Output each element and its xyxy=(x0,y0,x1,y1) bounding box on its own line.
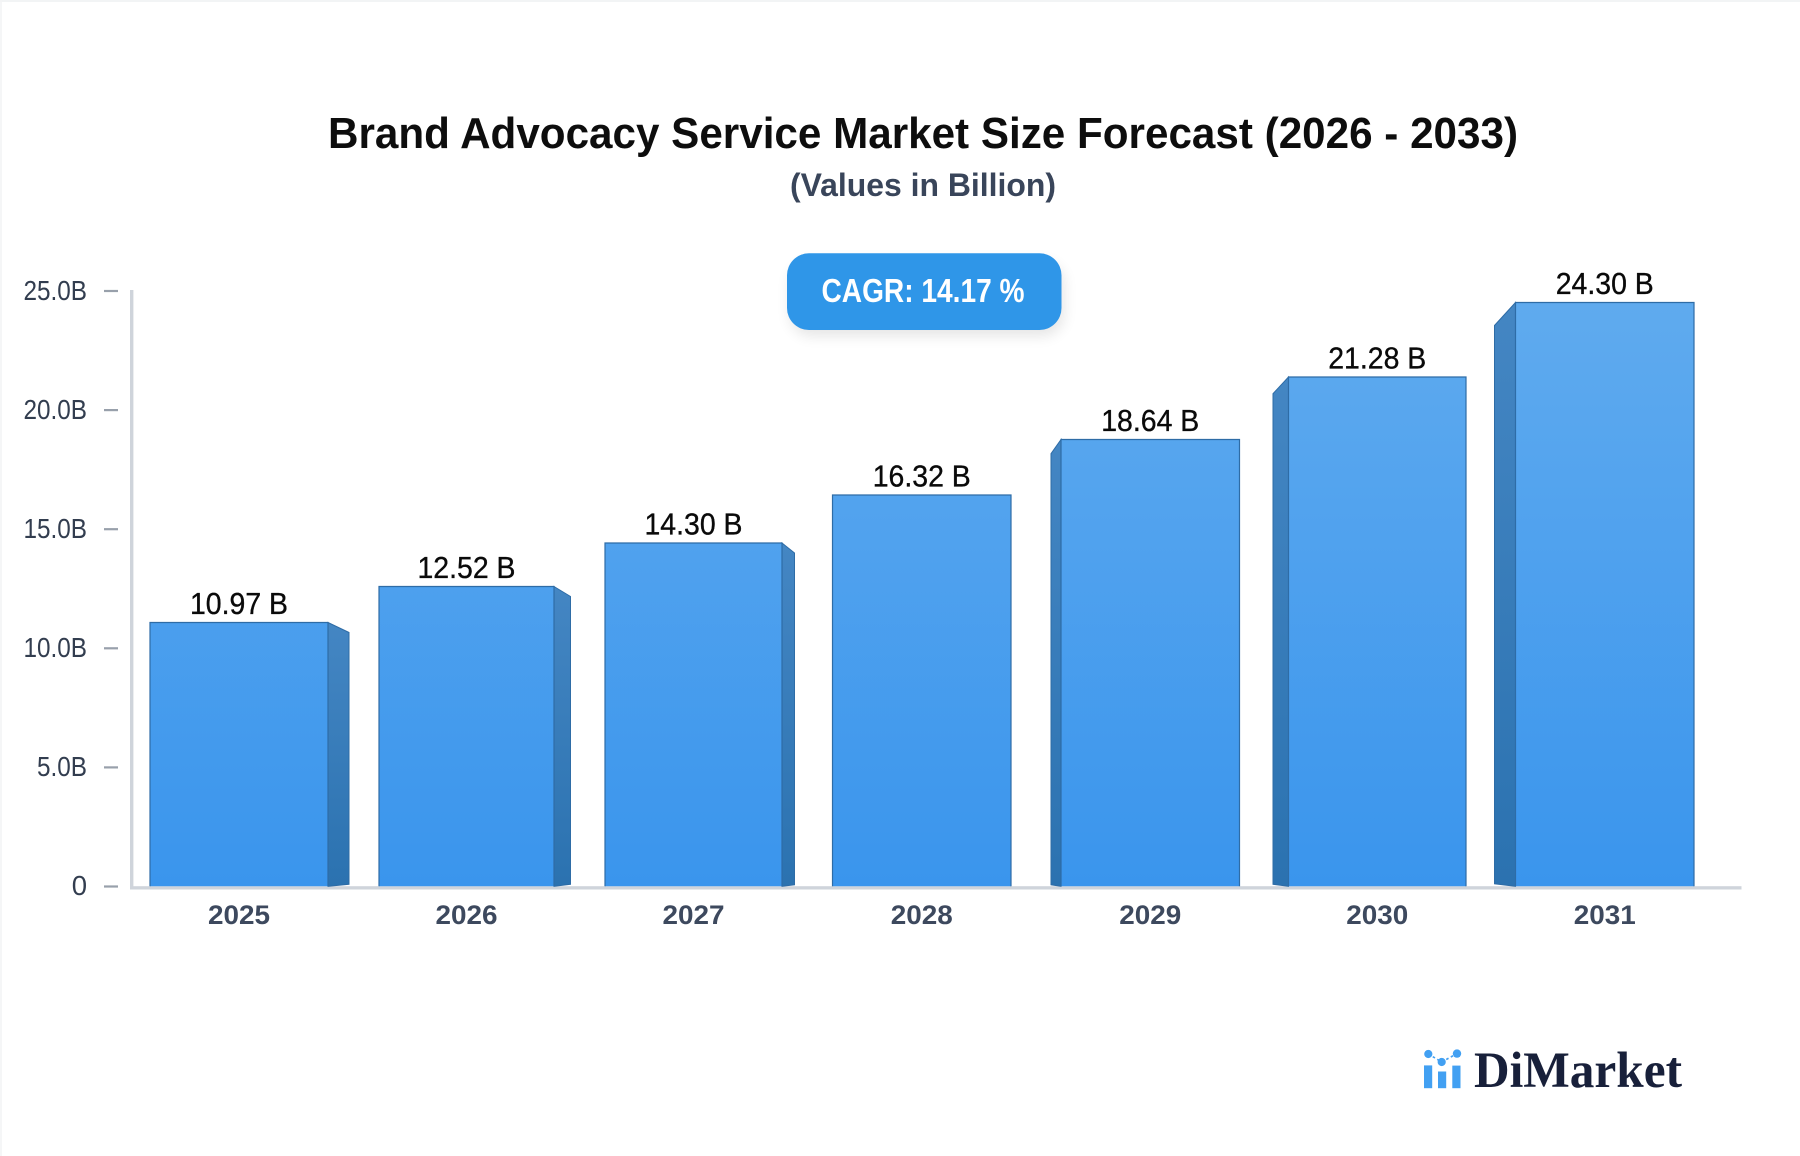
svg-text:0: 0 xyxy=(72,870,87,901)
svg-text:Brand Advocacy Service Market: Brand Advocacy Service Market Size Forec… xyxy=(328,109,1518,158)
svg-text:20.0B: 20.0B xyxy=(24,394,88,425)
svg-text:24.30 B: 24.30 B xyxy=(1556,266,1654,301)
svg-text:2026: 2026 xyxy=(436,900,498,930)
svg-text:25.0B: 25.0B xyxy=(24,275,88,306)
svg-text:2028: 2028 xyxy=(891,900,953,930)
svg-text:18.64 B: 18.64 B xyxy=(1101,403,1199,438)
svg-text:21.28 B: 21.28 B xyxy=(1328,341,1426,376)
svg-text:(Values in Billion): (Values in Billion) xyxy=(790,167,1056,203)
svg-text:2029: 2029 xyxy=(1119,900,1181,930)
svg-text:10.0B: 10.0B xyxy=(24,632,88,663)
svg-text:2031: 2031 xyxy=(1574,900,1636,930)
svg-text:12.52 B: 12.52 B xyxy=(418,550,516,585)
svg-text:15.0B: 15.0B xyxy=(24,513,88,544)
svg-text:DiMarket: DiMarket xyxy=(1474,1043,1682,1099)
svg-text:14.30 B: 14.30 B xyxy=(645,507,743,542)
svg-text:2027: 2027 xyxy=(663,900,725,930)
svg-text:5.0B: 5.0B xyxy=(37,751,87,782)
svg-text:16.32 B: 16.32 B xyxy=(873,459,971,494)
svg-text:10.97 B: 10.97 B xyxy=(190,586,288,621)
svg-text:2030: 2030 xyxy=(1346,900,1408,930)
svg-text:2025: 2025 xyxy=(208,900,270,930)
svg-text:CAGR: 14.17 %: CAGR: 14.17 % xyxy=(822,272,1025,309)
